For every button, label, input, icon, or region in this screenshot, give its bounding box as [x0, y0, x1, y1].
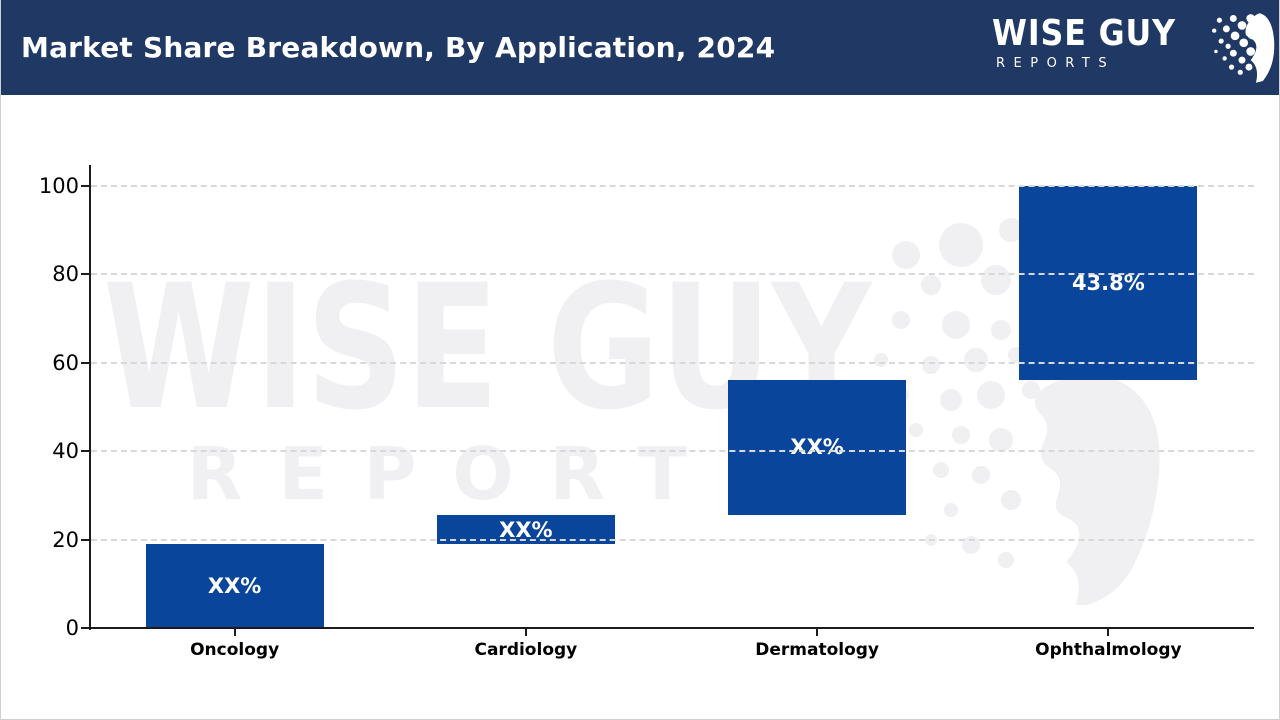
brand-logo-tagline: REPORTS	[995, 56, 1116, 71]
x-category-label-ophthalmology: Ophthalmology	[1035, 640, 1182, 660]
x-axis-line	[89, 627, 1254, 629]
x-tick-mark	[1107, 628, 1110, 636]
y-tick-mark	[81, 538, 89, 541]
brand-logo-name: WISE GUY	[991, 13, 1176, 54]
gridline-40	[91, 450, 1254, 453]
y-axis-line	[89, 165, 91, 630]
bar-dermatology: XX%	[728, 379, 907, 516]
dotted-face-logo-icon	[1212, 13, 1275, 83]
y-tick-label: 20	[52, 527, 79, 552]
gridline-100	[91, 185, 1254, 187]
bar-value-label: XX%	[790, 435, 844, 460]
y-tick-label: 60	[52, 350, 79, 375]
header-bar: Market Share Breakdown, By Application, …	[1, 0, 1279, 95]
y-tick-label: 0	[65, 616, 79, 640]
y-tick-mark	[81, 627, 89, 629]
brand-logo: WISE GUY REPORTS	[991, 13, 1201, 72]
y-tick-mark	[81, 361, 89, 364]
x-tick-mark	[816, 628, 819, 636]
bar-value-label: XX%	[499, 517, 553, 542]
gridline-80	[91, 273, 1254, 276]
y-tick-mark	[81, 185, 89, 187]
y-tick-label: 100	[38, 174, 79, 198]
bar-ophthalmology: 43.8%	[1019, 186, 1198, 380]
x-category-label-oncology: Oncology	[190, 640, 280, 660]
bar-value-label: XX%	[207, 574, 262, 598]
page-title: Market Share Breakdown, By Application, …	[21, 31, 776, 64]
y-tick-mark	[81, 450, 89, 453]
bar-oncology: XX%	[145, 544, 324, 628]
x-category-label-cardiology: Cardiology	[474, 640, 578, 660]
watermark-tagline: REPORTS	[187, 432, 811, 516]
x-tick-mark	[524, 628, 527, 636]
gridline-20	[91, 538, 1254, 541]
y-tick-label: 40	[52, 439, 79, 464]
y-tick-mark	[81, 273, 89, 276]
x-category-label-dermatology: Dermatology	[755, 640, 880, 660]
gridline-60	[91, 361, 1254, 364]
y-tick-label: 80	[52, 262, 79, 287]
x-tick-mark	[233, 628, 236, 636]
